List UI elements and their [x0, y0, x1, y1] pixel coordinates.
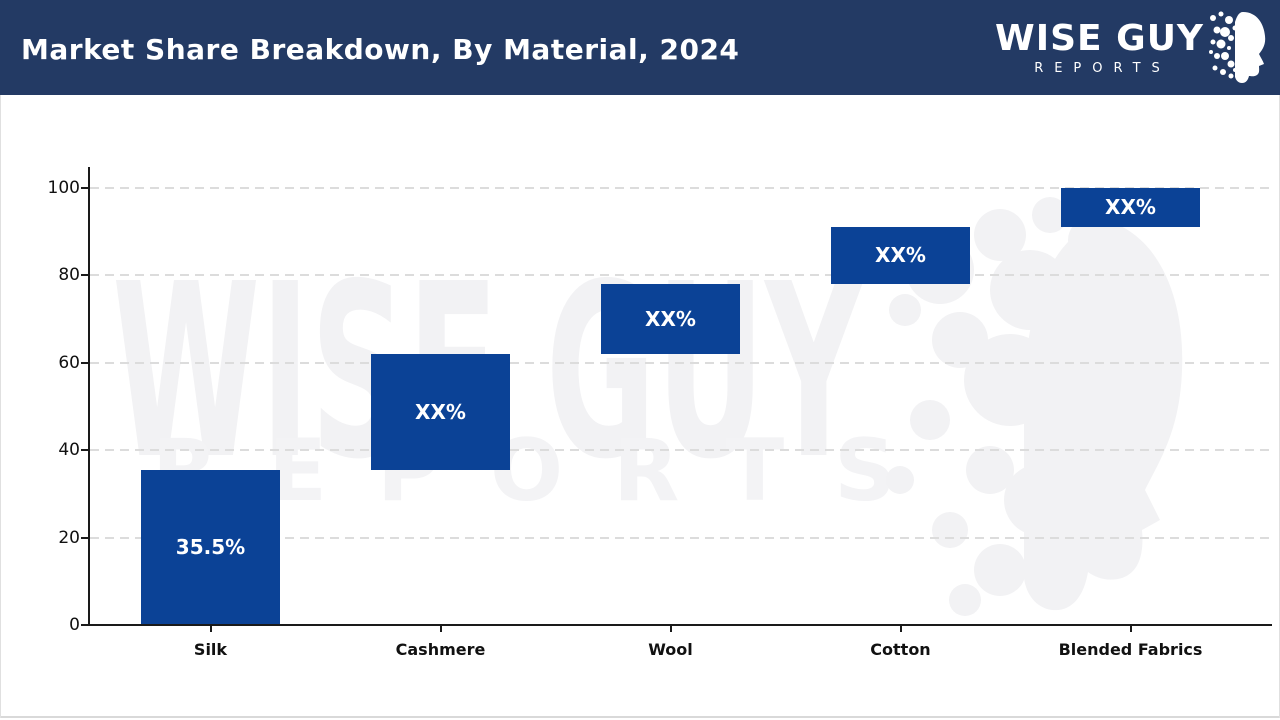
y-tick-label-100: 100 [47, 177, 80, 198]
x-axis-line [88, 624, 1272, 626]
y-tick-label-60: 60 [58, 352, 80, 373]
x-tick-label-silk: Silk [193, 640, 228, 659]
y-tick-mark-20 [81, 536, 88, 539]
x-tick-mark [1129, 626, 1132, 632]
y-tick-mark-80 [81, 274, 88, 276]
bar-value-label: XX% [645, 306, 696, 331]
bar-cotton [831, 226, 970, 284]
x-tick-mark [899, 626, 902, 632]
brand-head-icon [1209, 11, 1266, 83]
frame-left-edge [0, 95, 1, 718]
y-tick-mark-100 [81, 186, 88, 189]
bar-cashmere [371, 353, 510, 470]
x-tick-label-cotton: Cotton [870, 640, 931, 659]
bar-silk [141, 469, 280, 625]
y-tick-mark-0 [81, 624, 88, 626]
y-tick-label-40: 40 [58, 440, 80, 460]
y-tick-label-0: 0 [69, 615, 80, 635]
y-axis-line [88, 167, 90, 626]
y-tick-mark-40 [81, 449, 88, 451]
y-tick-mark-60 [81, 361, 88, 364]
y-tick-label-20: 20 [58, 527, 80, 548]
gridline-40 [90, 449, 1270, 451]
gridline-100 [90, 186, 1270, 189]
x-tick-mark [209, 626, 212, 632]
bar-value-label: XX% [415, 399, 466, 424]
y-tick-label-80: 80 [58, 265, 80, 285]
bar-blended-fabrics [1061, 187, 1200, 227]
chart-title: Market Share Breakdown, By Material, 202… [21, 33, 740, 66]
watermark-head-icon [886, 197, 1183, 616]
x-tick-label-wool: Wool [648, 640, 693, 659]
bar-wool [601, 283, 740, 354]
brand-name: WISE GUY [994, 18, 1204, 59]
x-tick-label-blended-fabrics: Blended Fabrics [1058, 640, 1203, 659]
header: Market Share Breakdown, By Material, 202… [0, 0, 1280, 95]
bar-value-label: 35.5% [175, 535, 246, 560]
frame-bottom-edge [0, 716, 1280, 718]
x-tick-mark [669, 626, 672, 632]
brand-logo: WISE GUY REPORTS [995, 8, 1268, 88]
x-tick-label-cashmere: Cashmere [395, 640, 486, 659]
brand-subtitle: REPORTS [1034, 61, 1171, 76]
bar-value-label: XX% [1105, 195, 1156, 220]
gridline-20 [90, 536, 1270, 539]
gridline-80 [90, 274, 1270, 276]
x-tick-mark [439, 626, 442, 632]
bar-value-label: XX% [875, 243, 926, 268]
gridline-60 [90, 361, 1270, 364]
